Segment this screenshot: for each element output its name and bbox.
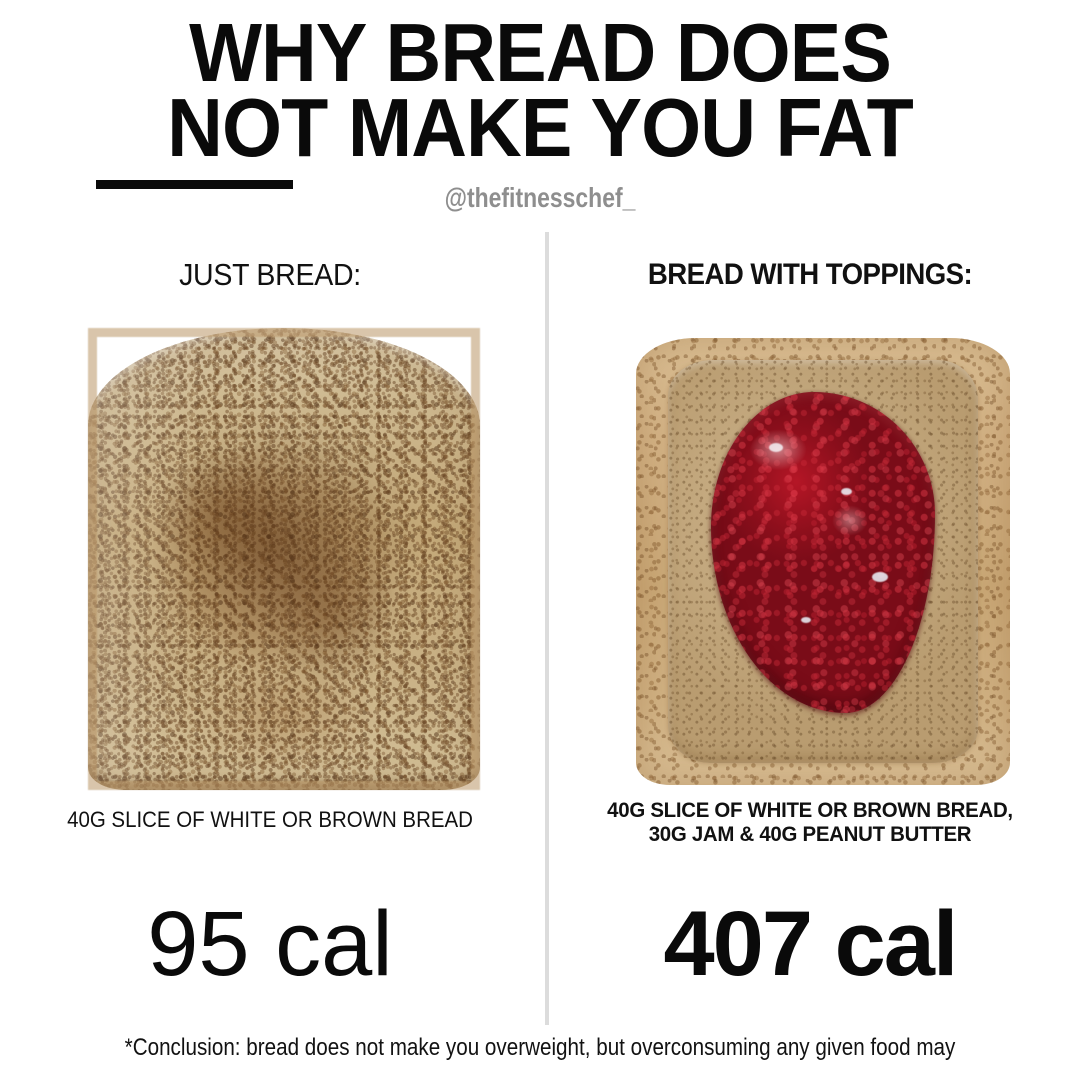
jam-layer <box>710 391 936 714</box>
jam-highlight-icon <box>840 488 852 496</box>
column-heading-just-bread: JUST BREAD: <box>179 257 361 292</box>
calories-just-bread: 95 cal <box>147 893 393 995</box>
column-divider <box>545 232 549 1025</box>
title-underline-bar <box>96 180 293 189</box>
page-title: WHY BREAD DOES NOT MAKE YOU FAT <box>0 6 1080 174</box>
caption-line-1: 40G SLICE OF WHITE OR BROWN BREAD, <box>607 798 1013 822</box>
toast-crumb-surface <box>88 328 480 790</box>
title-line-2: NOT MAKE YOU FAT <box>167 80 914 174</box>
column-bread-with-toppings: BREAD WITH TOPPINGS: 40G SLICE OF WHITE … <box>540 250 1080 1040</box>
caption-line-2: 30G JAM & 40G PEANUT BUTTER <box>648 822 972 847</box>
caption-bread-with-toppings: 40G SLICE OF WHITE OR BROWN BREAD, 30G J… <box>554 798 1067 846</box>
plain-toast-slice-image <box>88 328 480 790</box>
column-just-bread: JUST BREAD: 40G SLICE OF WHITE OR BROWN … <box>0 250 540 1040</box>
jam-highlight-icon <box>872 571 889 582</box>
jam-highlight-icon <box>769 443 784 453</box>
title-line-1: WHY BREAD DOES <box>189 6 892 99</box>
caption-just-bread: 40G SLICE OF WHITE OR BROWN BREAD <box>67 807 473 832</box>
author-handle: @thefitnesschef_ <box>444 182 636 213</box>
calories-bread-with-toppings: 407 cal <box>663 893 959 995</box>
peanut-butter-and-jam-toast-image <box>636 338 1010 785</box>
column-heading-bread-with-toppings: BREAD WITH TOPPINGS: <box>647 258 973 291</box>
toppings-toast-crust <box>636 338 1010 785</box>
footer-conclusion: *Conclusion: bread does not make you ove… <box>124 1034 956 1061</box>
jam-highlight-icon <box>800 616 811 623</box>
